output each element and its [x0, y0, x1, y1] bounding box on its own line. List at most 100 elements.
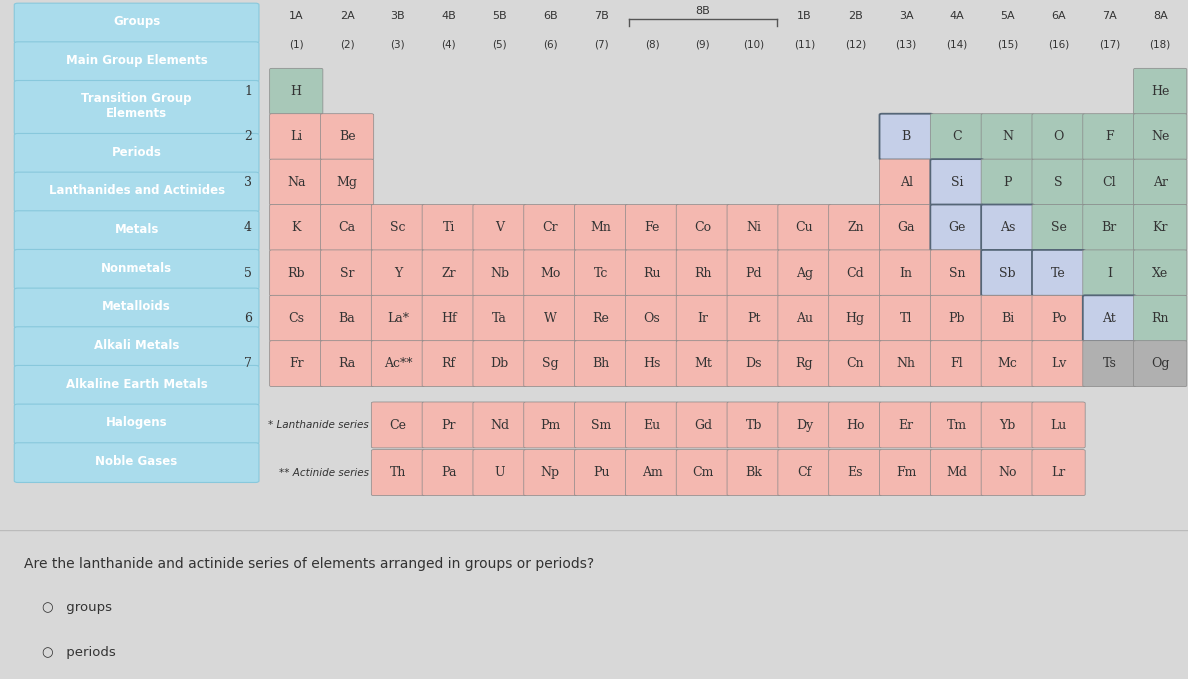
Text: Al: Al	[899, 176, 912, 189]
FancyBboxPatch shape	[625, 204, 678, 251]
FancyBboxPatch shape	[473, 402, 526, 448]
Text: Ac**: Ac**	[384, 357, 412, 371]
Text: Cn: Cn	[847, 357, 864, 371]
FancyBboxPatch shape	[1082, 159, 1136, 205]
Text: 4: 4	[244, 221, 252, 234]
Text: Bh: Bh	[593, 357, 609, 371]
Text: (3): (3)	[391, 39, 405, 50]
FancyBboxPatch shape	[879, 341, 933, 386]
Text: Db: Db	[491, 357, 508, 371]
FancyBboxPatch shape	[1133, 69, 1187, 114]
Text: (12): (12)	[845, 39, 866, 50]
FancyBboxPatch shape	[1082, 250, 1136, 296]
Text: (1): (1)	[289, 39, 304, 50]
FancyBboxPatch shape	[778, 449, 832, 496]
Text: Yb: Yb	[999, 419, 1016, 432]
FancyBboxPatch shape	[930, 113, 984, 160]
Text: Lv: Lv	[1051, 357, 1067, 371]
Text: 7A: 7A	[1102, 11, 1117, 20]
Text: Ge: Ge	[948, 221, 966, 234]
FancyBboxPatch shape	[625, 341, 678, 386]
FancyBboxPatch shape	[676, 449, 729, 496]
FancyBboxPatch shape	[473, 250, 526, 296]
Text: 2A: 2A	[340, 11, 354, 20]
Text: 5B: 5B	[492, 11, 507, 20]
FancyBboxPatch shape	[829, 341, 881, 386]
Text: (14): (14)	[947, 39, 967, 50]
FancyBboxPatch shape	[1032, 449, 1085, 496]
FancyBboxPatch shape	[14, 42, 259, 81]
Text: Og: Og	[1151, 357, 1169, 371]
FancyBboxPatch shape	[829, 204, 881, 251]
Text: 7: 7	[244, 357, 252, 371]
Text: Bi: Bi	[1001, 312, 1015, 325]
Text: Hs: Hs	[644, 357, 661, 371]
FancyBboxPatch shape	[778, 402, 832, 448]
Text: (17): (17)	[1099, 39, 1120, 50]
FancyBboxPatch shape	[1032, 159, 1085, 205]
Text: Na: Na	[287, 176, 305, 189]
Text: 3B: 3B	[391, 11, 405, 20]
FancyBboxPatch shape	[676, 402, 729, 448]
FancyBboxPatch shape	[575, 402, 627, 448]
FancyBboxPatch shape	[270, 113, 323, 160]
Text: Cu: Cu	[796, 221, 814, 234]
FancyBboxPatch shape	[473, 295, 526, 342]
Text: Fl: Fl	[950, 357, 963, 371]
FancyBboxPatch shape	[14, 365, 259, 405]
FancyBboxPatch shape	[422, 295, 475, 342]
Text: Halogens: Halogens	[106, 416, 168, 429]
Text: Pr: Pr	[442, 419, 456, 432]
Text: W: W	[544, 312, 557, 325]
Text: 3: 3	[244, 176, 252, 189]
Text: Cd: Cd	[846, 267, 864, 280]
Text: (9): (9)	[695, 39, 710, 50]
FancyBboxPatch shape	[1133, 159, 1187, 205]
FancyBboxPatch shape	[524, 449, 577, 496]
FancyBboxPatch shape	[879, 159, 933, 205]
Text: Mn: Mn	[590, 221, 612, 234]
FancyBboxPatch shape	[14, 288, 259, 328]
FancyBboxPatch shape	[930, 449, 984, 496]
Text: Rg: Rg	[796, 357, 814, 371]
Text: Mo: Mo	[541, 267, 561, 280]
FancyBboxPatch shape	[575, 204, 627, 251]
FancyBboxPatch shape	[1133, 204, 1187, 251]
Text: Po: Po	[1051, 312, 1067, 325]
Text: Au: Au	[796, 312, 813, 325]
FancyBboxPatch shape	[14, 210, 259, 251]
Text: Are the lanthanide and actinide series of elements arranged in groups or periods: Are the lanthanide and actinide series o…	[24, 557, 594, 570]
FancyBboxPatch shape	[879, 449, 933, 496]
FancyBboxPatch shape	[1082, 341, 1136, 386]
FancyBboxPatch shape	[1082, 113, 1136, 160]
FancyBboxPatch shape	[727, 204, 781, 251]
FancyBboxPatch shape	[473, 449, 526, 496]
Text: Fe: Fe	[644, 221, 659, 234]
FancyBboxPatch shape	[625, 449, 678, 496]
FancyBboxPatch shape	[981, 341, 1035, 386]
Text: Er: Er	[898, 419, 914, 432]
FancyBboxPatch shape	[829, 402, 881, 448]
FancyBboxPatch shape	[829, 295, 881, 342]
Text: Rh: Rh	[694, 267, 712, 280]
FancyBboxPatch shape	[473, 204, 526, 251]
FancyBboxPatch shape	[1082, 204, 1136, 251]
Text: Periods: Periods	[112, 146, 162, 159]
FancyBboxPatch shape	[1032, 250, 1085, 296]
Text: Metals: Metals	[114, 223, 159, 236]
Text: Ni: Ni	[746, 221, 762, 234]
Text: Tc: Tc	[594, 267, 608, 280]
FancyBboxPatch shape	[930, 250, 984, 296]
FancyBboxPatch shape	[321, 250, 374, 296]
Text: 2: 2	[244, 130, 252, 143]
Text: Zn: Zn	[847, 221, 864, 234]
FancyBboxPatch shape	[372, 402, 424, 448]
Text: Alkaline Earth Metals: Alkaline Earth Metals	[65, 378, 208, 390]
FancyBboxPatch shape	[321, 295, 374, 342]
Text: Eu: Eu	[644, 419, 661, 432]
Text: Zr: Zr	[442, 267, 456, 280]
FancyBboxPatch shape	[930, 341, 984, 386]
FancyBboxPatch shape	[524, 250, 577, 296]
FancyBboxPatch shape	[372, 295, 424, 342]
Text: Groups: Groups	[113, 16, 160, 29]
